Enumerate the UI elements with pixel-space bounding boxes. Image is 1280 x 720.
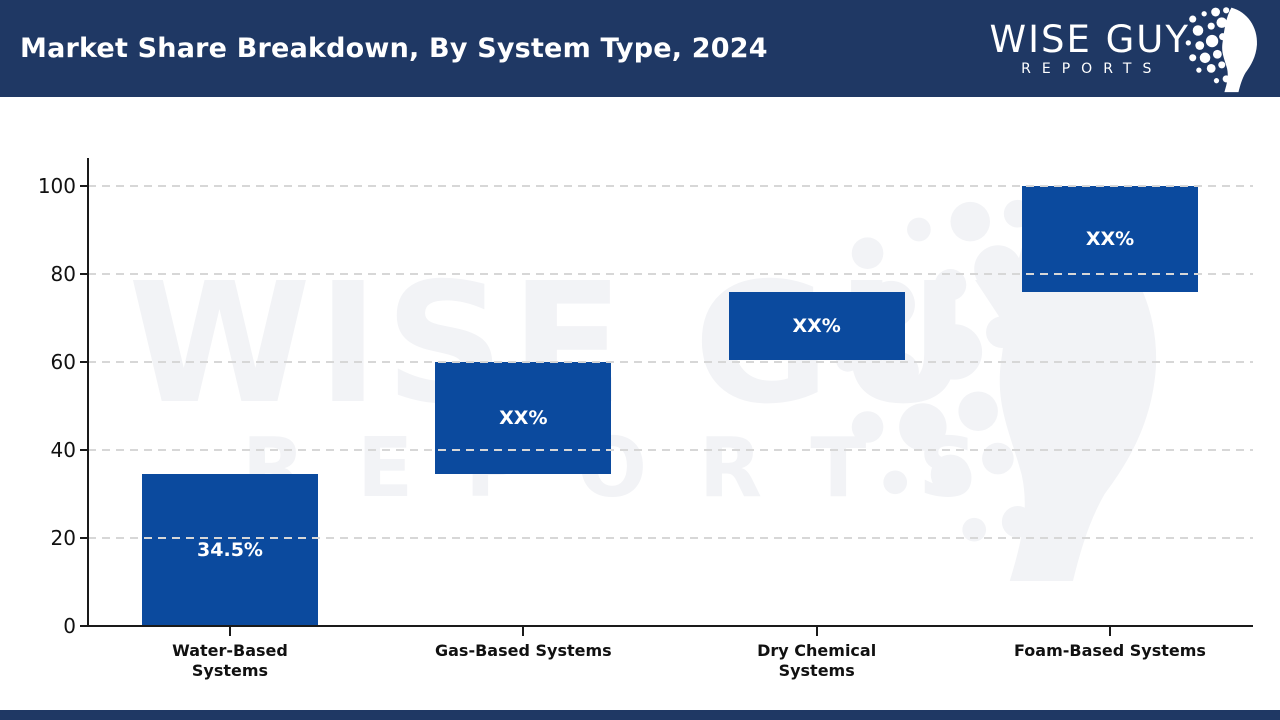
- category-label: Gas-Based Systems: [435, 641, 612, 660]
- y-tick: [80, 185, 88, 187]
- brand-subtitle: REPORTS: [1021, 60, 1163, 77]
- y-tick-label: 80: [50, 262, 76, 286]
- brand-name: WISE GUY: [989, 17, 1190, 61]
- y-tick: [80, 449, 88, 451]
- x-tick: [229, 627, 231, 636]
- header-bar: Market Share Breakdown, By System Type, …: [0, 0, 1280, 97]
- y-tick: [80, 361, 88, 363]
- y-tick-label: 60: [50, 350, 76, 374]
- x-tick: [522, 627, 525, 636]
- y-axis-line: [87, 158, 89, 627]
- bar-value-label: XX%: [792, 314, 841, 337]
- bar-value-label: 34.5%: [197, 539, 263, 562]
- y-tick-label: 0: [63, 614, 76, 638]
- bar: XX%: [728, 291, 905, 360]
- x-axis-line: [88, 625, 1253, 627]
- bar: 34.5%: [142, 474, 318, 626]
- bar-value-label: XX%: [499, 407, 548, 430]
- gridline: [88, 449, 1253, 451]
- gridline: [88, 273, 1253, 275]
- category-label: Dry Chemical Systems: [757, 641, 877, 680]
- bar: XX%: [1021, 186, 1198, 292]
- x-tick: [1108, 627, 1111, 636]
- category-label: Water-Based Systems: [172, 641, 288, 680]
- footer-bar: [0, 710, 1280, 720]
- y-tick: [80, 273, 88, 275]
- y-tick-label: 100: [37, 174, 76, 198]
- page-title: Market Share Breakdown, By System Type, …: [20, 33, 768, 64]
- y-tick-label: 20: [50, 526, 76, 550]
- dotted-face-icon: [1185, 6, 1258, 92]
- y-tick: [80, 537, 88, 539]
- brand-logo: WISE GUY REPORTS: [990, 0, 1270, 97]
- bar: XX%: [435, 362, 612, 475]
- gridline: [88, 361, 1253, 363]
- brand-logo-text: WISE GUY REPORTS: [990, 21, 1190, 77]
- gridline: [88, 185, 1253, 187]
- category-label: Foam-Based Systems: [1014, 641, 1206, 660]
- bar-value-label: XX%: [1085, 227, 1135, 250]
- y-tick-label: 40: [50, 438, 76, 462]
- gridline: [88, 537, 1253, 539]
- y-tick: [80, 625, 88, 627]
- x-tick: [815, 627, 818, 636]
